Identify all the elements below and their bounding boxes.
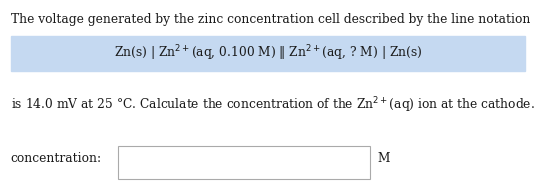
- Text: is 14.0 mV at 25 °C. Calculate the concentration of the Zn$^{2+}$(aq) ion at the: is 14.0 mV at 25 °C. Calculate the conce…: [11, 96, 534, 115]
- Text: Zn(s) | Zn$^{2+}$(aq, 0.100 M) ‖ Zn$^{2+}$(aq, ? M) | Zn(s): Zn(s) | Zn$^{2+}$(aq, 0.100 M) ‖ Zn$^{2+…: [114, 44, 422, 63]
- Text: M: M: [378, 152, 390, 165]
- Text: The voltage generated by the zinc concentration cell described by the line notat: The voltage generated by the zinc concen…: [11, 13, 530, 26]
- Text: concentration:: concentration:: [11, 152, 102, 165]
- FancyBboxPatch shape: [11, 36, 525, 71]
- FancyBboxPatch shape: [118, 146, 370, 179]
